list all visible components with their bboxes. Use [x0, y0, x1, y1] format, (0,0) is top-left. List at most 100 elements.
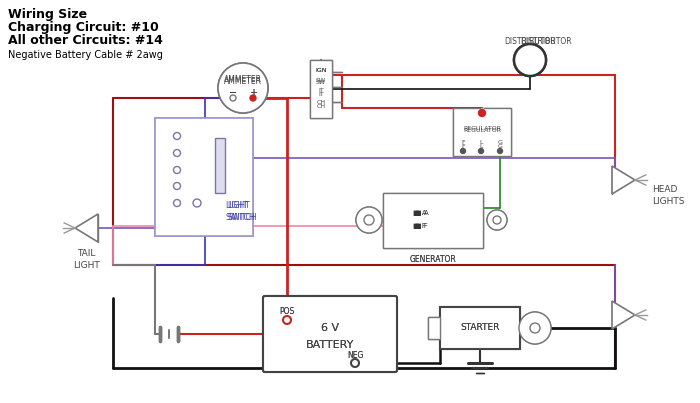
Circle shape [174, 133, 181, 139]
Circle shape [530, 323, 540, 333]
Circle shape [519, 312, 551, 344]
Circle shape [218, 63, 268, 113]
Text: F: F [461, 141, 465, 145]
Text: L: L [480, 141, 483, 145]
Circle shape [250, 95, 256, 101]
Polygon shape [75, 214, 98, 242]
Circle shape [479, 110, 486, 116]
Text: REGULATOR: REGULATOR [463, 125, 501, 131]
Text: IT: IT [318, 87, 324, 93]
Circle shape [174, 133, 181, 139]
Circle shape [356, 207, 382, 233]
Text: L: L [480, 143, 483, 148]
Bar [440, 307, 520, 349]
Circle shape [174, 150, 181, 156]
Circle shape [514, 44, 546, 76]
Text: IT: IT [318, 91, 324, 96]
Text: STARTER: STARTER [461, 324, 500, 332]
Bar [428, 317, 440, 339]
Circle shape [479, 148, 484, 154]
Text: DISTRIBUTOR: DISTRIBUTOR [504, 37, 556, 46]
Circle shape [460, 148, 466, 154]
Circle shape [174, 183, 181, 189]
Text: GENERATOR: GENERATOR [410, 256, 456, 264]
Text: All other Circuits: #14: All other Circuits: #14 [8, 34, 163, 47]
Bar [310, 60, 332, 118]
Circle shape [193, 199, 201, 207]
Circle shape [497, 148, 503, 154]
Circle shape [174, 199, 181, 206]
Circle shape [193, 199, 201, 207]
FancyBboxPatch shape [263, 296, 397, 372]
Circle shape [364, 215, 374, 225]
Text: CH: CH [316, 104, 326, 108]
Text: ■ F: ■ F [415, 223, 428, 229]
Circle shape [230, 95, 236, 101]
Text: Wiring Size: Wiring Size [8, 8, 87, 21]
Circle shape [478, 148, 484, 154]
Circle shape [218, 63, 268, 113]
Text: TAIL: TAIL [77, 249, 95, 258]
Text: G: G [498, 143, 503, 148]
Text: +: + [249, 88, 257, 98]
Circle shape [530, 323, 540, 333]
Circle shape [230, 95, 236, 101]
Bar [453, 108, 511, 156]
Text: 6 V: 6 V [321, 323, 339, 333]
Circle shape [514, 44, 546, 76]
Text: GENERATOR: GENERATOR [410, 256, 456, 264]
Circle shape [519, 312, 551, 344]
Text: SWITCH: SWITCH [227, 214, 257, 222]
FancyBboxPatch shape [263, 296, 397, 372]
Text: B: B [480, 108, 484, 112]
Bar [215, 138, 225, 193]
Text: AMMETER: AMMETER [224, 75, 262, 85]
Circle shape [250, 95, 256, 101]
Bar [215, 138, 225, 193]
Text: ■ F: ■ F [413, 223, 426, 229]
Polygon shape [612, 166, 635, 194]
Circle shape [283, 316, 291, 324]
Bar [155, 118, 253, 236]
Text: REGULATOR: REGULATOR [463, 127, 501, 133]
Circle shape [174, 166, 181, 174]
Text: IGN: IGN [315, 67, 327, 73]
Circle shape [174, 166, 181, 174]
Text: +: + [249, 88, 257, 98]
Circle shape [283, 316, 291, 324]
Text: LIGHT: LIGHT [225, 202, 248, 210]
Text: Negative Battery Cable # 2awg: Negative Battery Cable # 2awg [8, 50, 163, 60]
Circle shape [356, 207, 382, 233]
Text: HEAD: HEAD [652, 185, 678, 195]
Text: LIGHT: LIGHT [227, 202, 250, 210]
Circle shape [174, 183, 181, 189]
Text: DISTRIBUTOR: DISTRIBUTOR [520, 37, 572, 46]
Text: POS: POS [279, 307, 295, 316]
Bar [155, 118, 253, 236]
Text: BATTERY: BATTERY [306, 340, 354, 350]
Circle shape [364, 215, 374, 225]
Circle shape [351, 359, 359, 367]
Circle shape [487, 210, 507, 230]
Text: Charging Circuit: #10: Charging Circuit: #10 [8, 21, 159, 34]
Circle shape [283, 316, 291, 324]
Bar [383, 193, 483, 248]
Circle shape [493, 216, 501, 224]
Text: −: − [229, 88, 237, 98]
Text: STARTER: STARTER [461, 324, 500, 332]
Circle shape [461, 148, 466, 154]
Circle shape [351, 359, 359, 367]
Text: ■ A: ■ A [415, 210, 428, 216]
Bar [383, 193, 483, 248]
Text: AMMETER: AMMETER [224, 77, 262, 87]
Text: POS: POS [279, 307, 295, 316]
Circle shape [174, 150, 181, 156]
Text: CH: CH [316, 100, 326, 104]
Circle shape [487, 210, 507, 230]
Text: NEG: NEG [346, 351, 363, 359]
Text: SW: SW [316, 79, 326, 85]
Text: SWITCH: SWITCH [225, 212, 255, 222]
Circle shape [493, 216, 501, 224]
Bar [310, 60, 332, 118]
Bar [428, 317, 440, 339]
